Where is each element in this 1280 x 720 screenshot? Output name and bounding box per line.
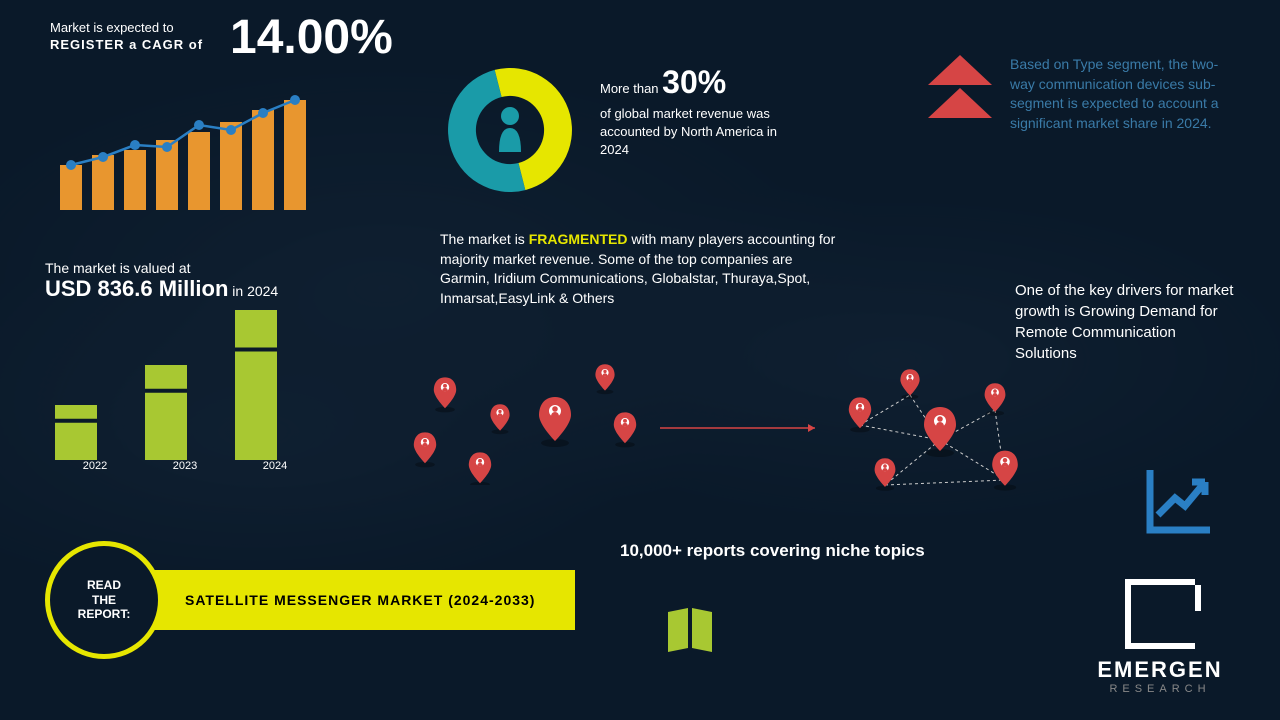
orange-bar-line-chart — [60, 80, 320, 210]
fragmented-text: The market is FRAGMENTED with many playe… — [440, 230, 840, 308]
read-report-circle: READ THE REPORT: — [45, 541, 163, 659]
valuation-text: The market is valued at USD 836.6 Millio… — [45, 260, 345, 302]
cagr-section: Market is expected to REGISTER a CAGR of… — [50, 20, 430, 54]
emergen-logo: EMERGEN RESEARCH — [1080, 579, 1240, 695]
emergen-logo-text: EMERGEN — [1080, 657, 1240, 683]
green-chart-labels: 202220232024 — [50, 460, 330, 472]
donut-text: More than 30% of global market revenue w… — [600, 60, 800, 159]
network-pins — [825, 345, 1035, 495]
reports-count-text: 10,000+ reports covering niche topics — [620, 540, 925, 562]
scattered-pins — [390, 345, 670, 485]
emergen-logo-sub: RESEARCH — [1080, 683, 1240, 695]
book-icon — [660, 600, 720, 660]
blue-growth-chart-icon — [1140, 460, 1220, 540]
report-title-banner: SATELLITE MESSENGER MARKET (2024-2033) — [105, 570, 575, 630]
read-report-banner: SATELLITE MESSENGER MARKET (2024-2033) R… — [45, 555, 565, 645]
type-segment-text: Based on Type segment, the two-way commu… — [1010, 55, 1240, 133]
cagr-value: 14.00% — [230, 10, 393, 65]
arrow-line — [660, 420, 825, 422]
emergen-logo-icon — [1125, 579, 1195, 649]
donut-chart — [430, 50, 590, 210]
red-up-arrows-icon — [920, 50, 1000, 130]
driver-text: One of the key drivers for market growth… — [1015, 280, 1235, 364]
